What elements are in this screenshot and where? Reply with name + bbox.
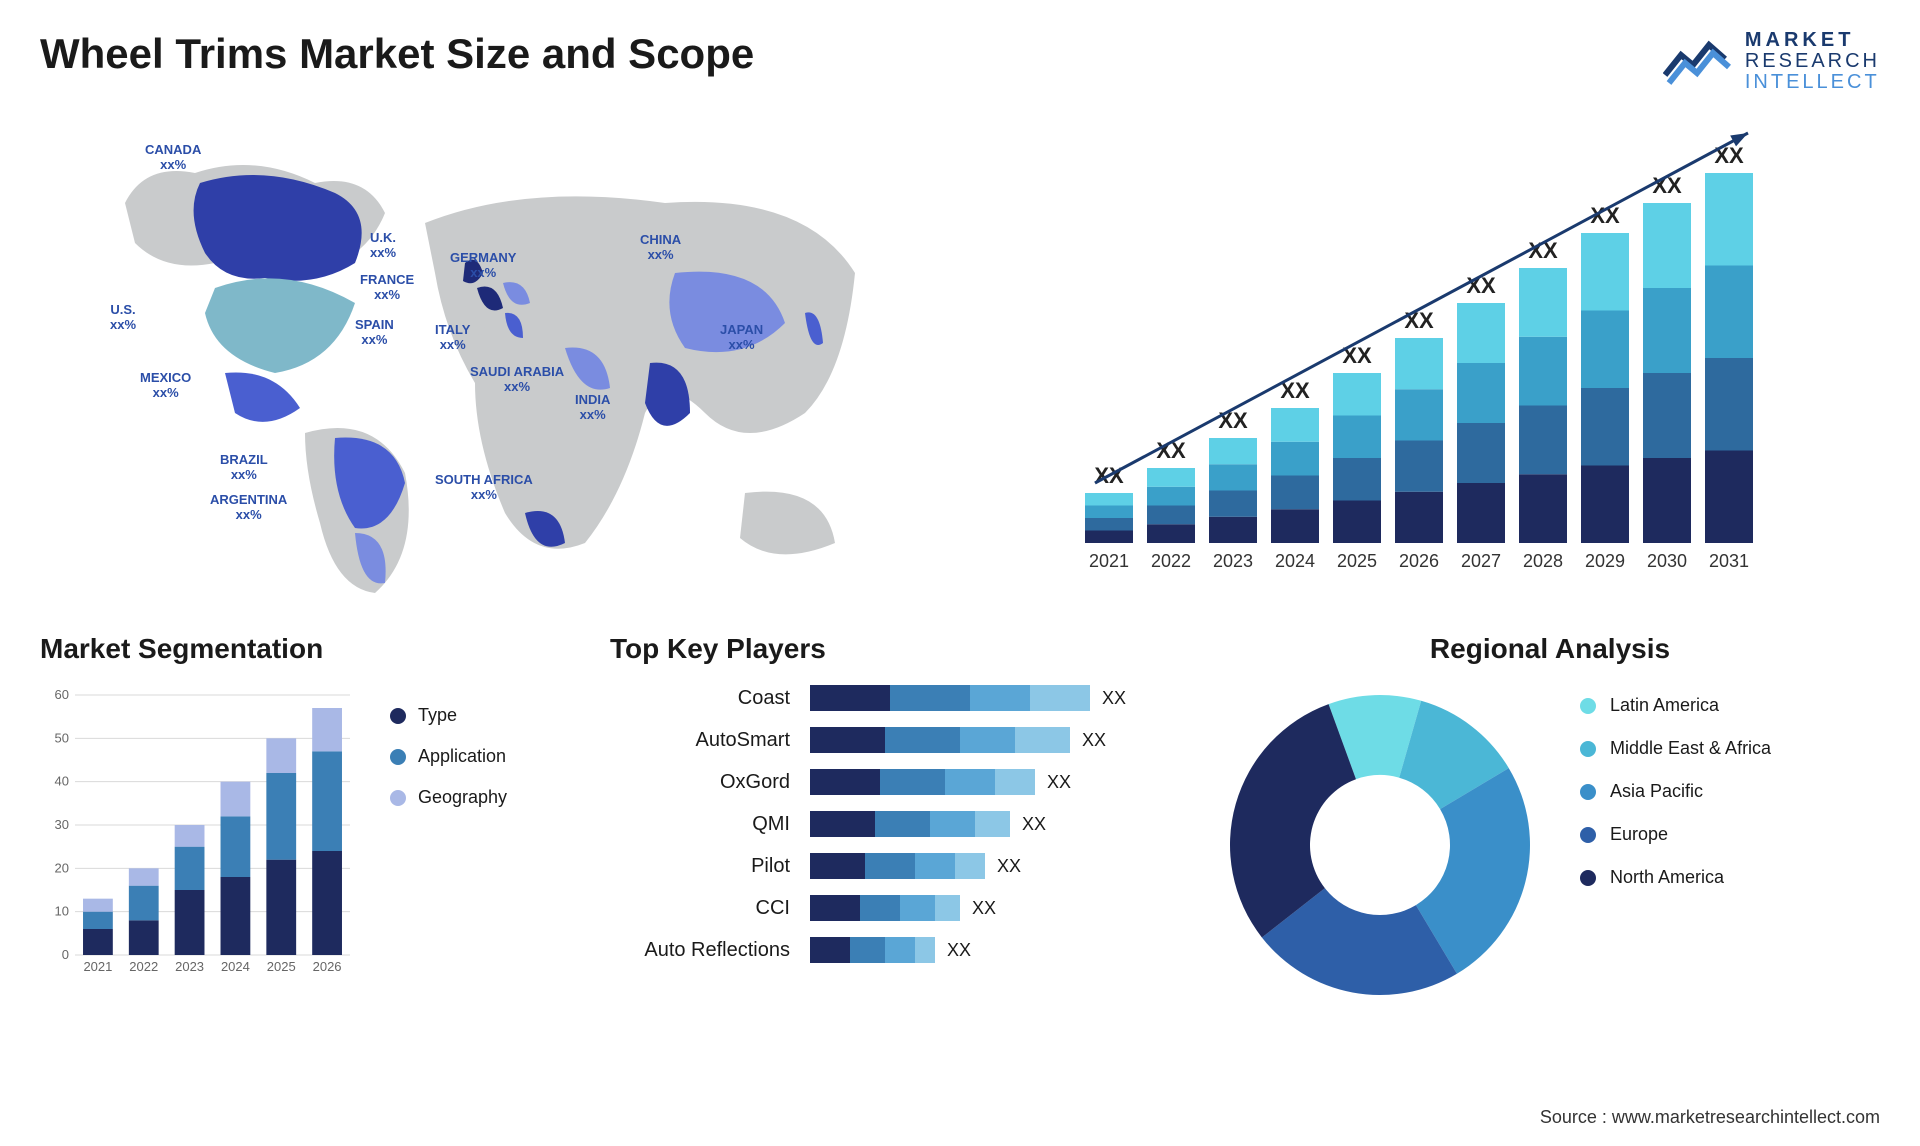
svg-text:2022: 2022 [129, 959, 158, 974]
svg-text:30: 30 [55, 817, 69, 832]
map-label-argentina: ARGENTINAxx% [210, 493, 287, 523]
seg-legend-item: Type [390, 705, 507, 726]
player-value: XX [997, 856, 1021, 877]
player-value: XX [947, 940, 971, 961]
map-label-u-s-: U.S.xx% [110, 303, 136, 333]
region-legend-item: North America [1580, 867, 1771, 888]
svg-text:2021: 2021 [1089, 551, 1129, 571]
svg-text:XX: XX [1404, 308, 1434, 333]
logo-line3: INTELLECT [1745, 72, 1880, 93]
svg-text:2021: 2021 [83, 959, 112, 974]
svg-text:10: 10 [55, 904, 69, 919]
region-legend-item: Europe [1580, 824, 1771, 845]
regional-title: Regional Analysis [1220, 633, 1880, 665]
world-map-icon [40, 113, 930, 593]
region-legend-item: Middle East & Africa [1580, 738, 1771, 759]
page-title: Wheel Trims Market Size and Scope [40, 30, 754, 78]
player-bar-row: XX [810, 895, 1170, 921]
svg-text:2025: 2025 [267, 959, 296, 974]
map-label-canada: CANADAxx% [145, 143, 201, 173]
player-value: XX [1102, 688, 1126, 709]
source-attribution: Source : www.marketresearchintellect.com [1540, 1107, 1880, 1128]
logo-line1: MARKET [1745, 30, 1880, 51]
regional-legend: Latin America Middle East & Africa Asia Pa… [1580, 685, 1771, 888]
segmentation-bar-chart: 0 10 20 30 40 50 60 2021 2022 2023 2024 2025 2026 [40, 685, 360, 985]
player-bar-row: XX [810, 769, 1170, 795]
player-name: CCI [610, 895, 790, 921]
svg-text:2025: 2025 [1337, 551, 1377, 571]
region-legend-item: Asia Pacific [1580, 781, 1771, 802]
svg-text:2022: 2022 [1151, 551, 1191, 571]
player-name: QMI [610, 811, 790, 837]
map-label-south-africa: SOUTH AFRICAxx% [435, 473, 533, 503]
svg-text:XX: XX [1714, 143, 1744, 168]
map-label-india: INDIAxx% [575, 393, 610, 423]
segmentation-title: Market Segmentation [40, 633, 560, 665]
map-label-mexico: MEXICOxx% [140, 371, 191, 401]
seg-legend-item: Application [390, 746, 507, 767]
logo-line2: RESEARCH [1745, 51, 1880, 72]
svg-text:2027: 2027 [1461, 551, 1501, 571]
map-label-france: FRANCExx% [360, 273, 414, 303]
brand-logo: MARKET RESEARCH INTELLECT [1663, 30, 1880, 93]
seg-legend-item: Geography [390, 787, 507, 808]
player-name: Pilot [610, 853, 790, 879]
forecast-chart-panel: 2021XX2022XX2023XX2024XX2025XX2026XX2027… [990, 113, 1880, 593]
svg-text:XX: XX [1218, 408, 1248, 433]
segmentation-legend: Type Application Geography [390, 685, 507, 985]
player-value: XX [1047, 772, 1071, 793]
players-title: Top Key Players [610, 633, 1170, 665]
svg-text:2026: 2026 [313, 959, 342, 974]
player-names-column: Coast AutoSmart OxGord QMI Pilot CCI Auto Refl… [610, 685, 790, 963]
svg-text:2031: 2031 [1709, 551, 1749, 571]
svg-text:60: 60 [55, 687, 69, 702]
map-label-germany: GERMANYxx% [450, 251, 516, 281]
player-name: OxGord [610, 769, 790, 795]
map-label-brazil: BRAZILxx% [220, 453, 268, 483]
player-bar-row: XX [810, 811, 1170, 837]
svg-text:2029: 2029 [1585, 551, 1625, 571]
player-bars-column: XXXXXXXXXXXXXX [810, 685, 1170, 963]
world-map-panel: CANADAxx% U.S.xx% MEXICOxx% BRAZILxx% ARGENT… [40, 113, 930, 593]
player-value: XX [972, 898, 996, 919]
player-bar-row: XX [810, 937, 1170, 963]
svg-text:2023: 2023 [1213, 551, 1253, 571]
player-name: Coast [610, 685, 790, 711]
player-value: XX [1022, 814, 1046, 835]
svg-text:20: 20 [55, 860, 69, 875]
map-label-italy: ITALYxx% [435, 323, 470, 353]
player-name: Auto Reflections [610, 937, 790, 963]
svg-text:2026: 2026 [1399, 551, 1439, 571]
map-label-japan: JAPANxx% [720, 323, 763, 353]
logo-mark-icon [1663, 35, 1733, 89]
map-label-u-k-: U.K.xx% [370, 231, 396, 261]
svg-text:2023: 2023 [175, 959, 204, 974]
regional-donut-chart [1220, 685, 1540, 1005]
svg-text:2030: 2030 [1647, 551, 1687, 571]
svg-text:2024: 2024 [221, 959, 250, 974]
map-label-saudi-arabia: SAUDI ARABIAxx% [470, 365, 564, 395]
player-value: XX [1082, 730, 1106, 751]
svg-text:50: 50 [55, 730, 69, 745]
player-bar-row: XX [810, 727, 1170, 753]
forecast-bar-chart: 2021XX2022XX2023XX2024XX2025XX2026XX2027… [990, 113, 1880, 593]
player-name: AutoSmart [610, 727, 790, 753]
svg-text:2024: 2024 [1275, 551, 1315, 571]
map-label-spain: SPAINxx% [355, 318, 394, 348]
player-bar-row: XX [810, 685, 1170, 711]
svg-text:40: 40 [55, 774, 69, 789]
map-label-china: CHINAxx% [640, 233, 681, 263]
player-bar-row: XX [810, 853, 1170, 879]
svg-text:2028: 2028 [1523, 551, 1563, 571]
svg-text:0: 0 [62, 947, 69, 962]
region-legend-item: Latin America [1580, 695, 1771, 716]
